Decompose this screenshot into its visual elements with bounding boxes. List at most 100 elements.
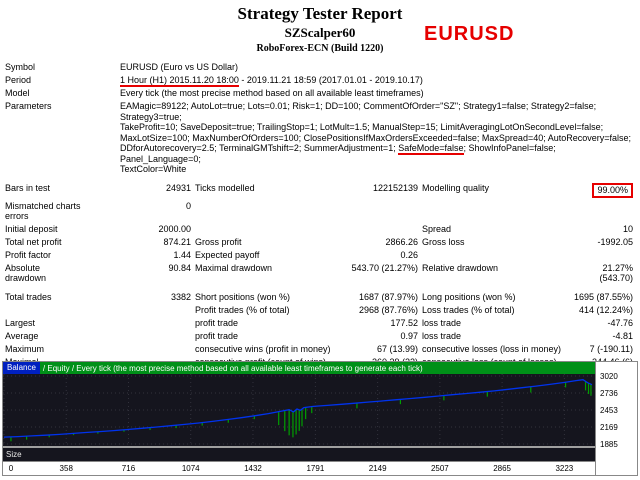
- param-text: ; ShowInfoPanel=false; Panel_Language=0;: [120, 143, 556, 164]
- period-value: 1 Hour (H1) 2015.11.20 18:00 - 2019.11.2…: [120, 74, 637, 87]
- stats-value: 10: [622, 223, 633, 234]
- stats-value: [340, 223, 422, 236]
- chart-legend: Balance / Equity / Every tick (the most …: [3, 362, 595, 374]
- stats-value: 24931: [165, 182, 191, 193]
- stats-label: profit trade: [195, 330, 239, 341]
- stats-row: Largest profit trade 177.52 loss trade -47.7…: [5, 317, 637, 330]
- modelling-quality-highlight: 99.00%: [592, 182, 633, 198]
- stats-row: Initial deposit 2000.00 Spread 10: [5, 223, 637, 236]
- stats-value: -1992.05: [597, 236, 633, 247]
- stats-value: -47.76: [607, 317, 633, 328]
- stats-value: [85, 317, 195, 330]
- stats-row: Profit trades (% of total) 2968 (87.76%) L…: [5, 304, 637, 317]
- stats-label: [422, 249, 567, 262]
- period-marked-text: 1 Hour (H1) 2015.11.20 18:00: [120, 75, 239, 87]
- stats-value: 543.70 (21.27%): [351, 262, 418, 273]
- stats-label: Expected payoff: [195, 249, 260, 260]
- stats-value: 21.27% (543.70): [599, 262, 633, 283]
- stats-value: [85, 304, 195, 317]
- size-label: Size: [6, 450, 22, 459]
- stats-label: Profit factor: [5, 249, 52, 260]
- broker-build: RoboForex-ECN (Build 1220): [256, 43, 384, 54]
- stats-value: 2000.00: [158, 223, 191, 234]
- stats-label: Relative drawdown: [422, 262, 499, 273]
- stats-value: 90.84: [168, 262, 191, 273]
- size-subchart: Size: [3, 446, 595, 461]
- x-axis-tick: 2507: [430, 464, 449, 473]
- stats-value: 414 (12.24%): [578, 304, 633, 315]
- stats-value: 1.44: [173, 249, 191, 260]
- param-line-safemode: DDforAutorecovery=2.5; TerminalGMTshift=…: [120, 143, 637, 164]
- stats-row: Total trades 3382 Short positions (won %) 1…: [5, 285, 637, 304]
- stats-label: consecutive wins (profit in money): [195, 343, 331, 354]
- stats-label: Maximal drawdown: [195, 262, 273, 273]
- stats-value: 67 (13.99): [376, 343, 418, 354]
- stats-row: Mismatched charts errors 0: [5, 200, 637, 223]
- safemode-marked-text: SafeMode=false: [398, 143, 464, 155]
- stats-label: Initial deposit: [5, 223, 58, 234]
- stats-label: Mismatched charts errors: [5, 200, 81, 221]
- stats-value: [85, 343, 195, 356]
- stats-table: Bars in test 24931 Ticks modelled 122152139…: [5, 182, 637, 382]
- stats-label: Total net profit: [5, 236, 62, 247]
- stats-label: Gross loss: [422, 236, 465, 247]
- parameters-value: EAMagic=89122; AutoLot=true; Lots=0.01; …: [120, 100, 637, 176]
- x-axis-tick: 0: [8, 464, 14, 473]
- stats-value: [340, 200, 422, 223]
- stats-row: Average profit trade 0.97 loss trade -4.81: [5, 330, 637, 343]
- legend-balance-label: Balance: [3, 362, 40, 374]
- param-line: MaxLotSize=100; MaxNumberOfOrders=100; C…: [120, 132, 632, 143]
- stats-value: 177.52: [390, 317, 418, 328]
- symbol-annotation: EURUSD: [424, 23, 515, 45]
- stats-value: 1687 (87.97%): [358, 291, 418, 302]
- stats-row: Profit factor 1.44 Expected payoff 0.26: [5, 249, 637, 262]
- x-axis-tick: 3223: [555, 464, 574, 473]
- stats-value: 0.97: [400, 330, 418, 341]
- stats-label: [195, 200, 340, 223]
- chart-plot-area: Balance / Equity / Every tick (the most …: [3, 362, 595, 475]
- stats-value: 7 (-190.11): [589, 343, 633, 354]
- ea-name: SZScalper60: [284, 25, 356, 40]
- x-axis-tick: 1791: [306, 464, 325, 473]
- report-title: Strategy Tester Report: [237, 4, 403, 23]
- stats-label: Total trades: [5, 291, 52, 302]
- model-value: Every tick (the most precise method base…: [120, 88, 424, 98]
- x-axis-tick: 2149: [368, 464, 387, 473]
- stats-label: Long positions (won %): [422, 291, 516, 302]
- symbol-label: Symbol: [5, 62, 36, 72]
- stats-value: 0: [185, 200, 191, 211]
- stats-row: Maximum consecutive wins (profit in money…: [5, 343, 637, 356]
- stats-label: Loss trades (% of total): [422, 304, 515, 315]
- stats-row: Absolute drawdown 90.84 Maximal drawdown 54…: [5, 262, 637, 285]
- symbol-row: Symbol EURUSD (Euro vs US Dollar): [5, 61, 637, 74]
- stats-label: [5, 304, 85, 317]
- stats-value: 874.21: [163, 236, 191, 247]
- stats-label: Short positions (won %): [195, 291, 291, 302]
- x-axis-tick: 2865: [493, 464, 512, 473]
- stats-row: Total net profit 874.21 Gross profit 2866.2…: [5, 236, 637, 249]
- stats-value: 122152139: [372, 182, 418, 193]
- y-axis-tick: 2453: [600, 405, 618, 415]
- y-axis-tick: 2169: [600, 422, 618, 432]
- stats-label: Largest: [5, 317, 36, 328]
- report-header: Strategy Tester Report SZScalper60 RoboF…: [0, 0, 640, 54]
- y-axis-tick: 2736: [600, 389, 618, 398]
- stats-label: Spread: [422, 223, 452, 234]
- period-rest-text: - 2019.11.21 18:59 (2017.01.01 - 2019.10…: [238, 75, 423, 85]
- legend-description: / Equity / Every tick (the most precise …: [42, 363, 423, 373]
- period-row: Period 1 Hour (H1) 2015.11.20 18:00 - 20…: [5, 74, 637, 87]
- stats-value: 3382: [170, 291, 191, 302]
- stats-value: [567, 249, 637, 262]
- stats-row: Bars in test 24931 Ticks modelled 122152139…: [5, 182, 637, 200]
- y-axis-scale: 3020 2736 2453 2169 1885: [595, 362, 636, 475]
- stats-label: Average: [5, 330, 39, 341]
- model-row: Model Every tick (the most precise metho…: [5, 87, 637, 100]
- x-axis-tick: 1074: [181, 464, 200, 473]
- stats-label: [195, 223, 340, 236]
- stats-label: Gross profit: [195, 236, 242, 247]
- parameters-label: Parameters: [5, 101, 52, 111]
- balance-curve-plot: [3, 374, 595, 446]
- x-axis-tick: 1432: [244, 464, 262, 473]
- stats-label: Profit trades (% of total): [195, 304, 290, 315]
- stats-label: Modelling quality: [422, 182, 490, 193]
